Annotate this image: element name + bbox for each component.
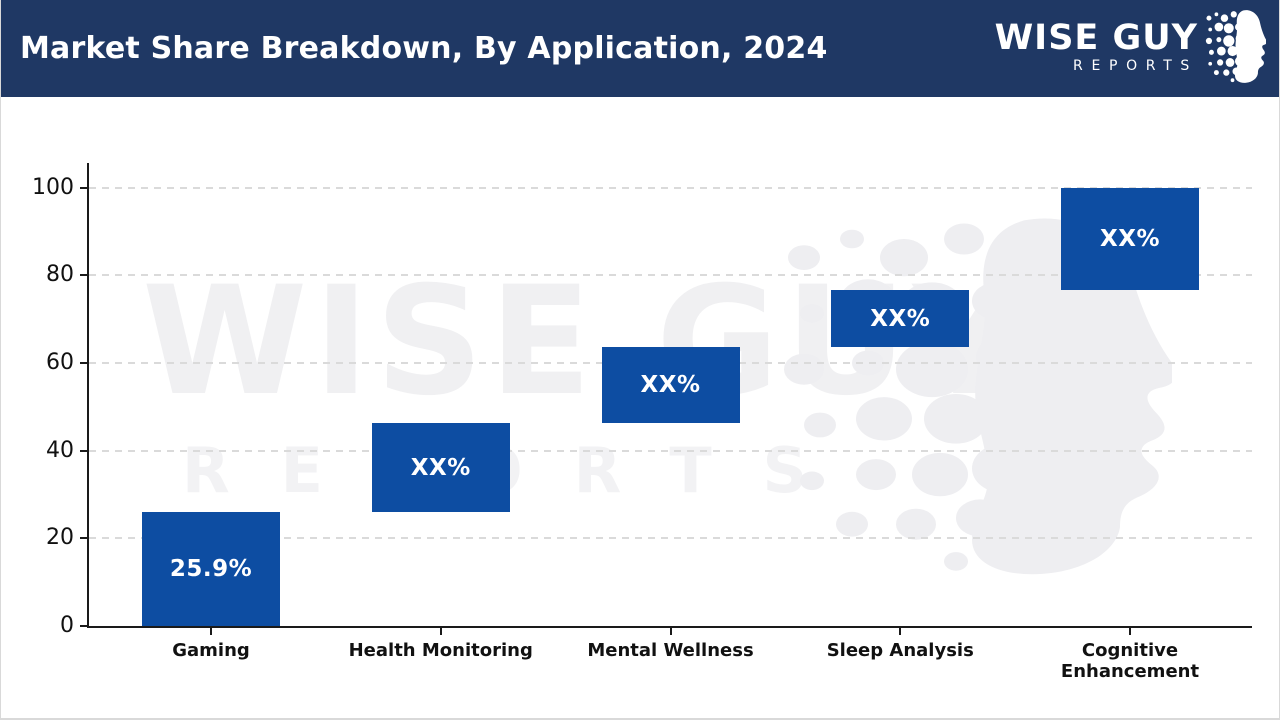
gridline-80 (89, 274, 1252, 277)
watermark-subtext: REPORTS (182, 434, 859, 507)
logo-face-icon (1204, 8, 1266, 84)
bar-value-label: XX% (640, 372, 701, 399)
gridline-100 (89, 186, 1252, 189)
header-bar: Market Share Breakdown, By Application, … (0, 0, 1280, 97)
y-tick-label: 100 (32, 174, 74, 200)
bar-sleep-analysis: XX% (831, 290, 970, 348)
x-category-label-sleep-analysis: Sleep Analysis (826, 640, 974, 661)
y-axis (87, 163, 89, 628)
bar-value-label: XX% (1099, 225, 1160, 252)
x-tick-mark (210, 626, 212, 635)
bar-value-label: XX% (870, 305, 931, 332)
y-tick-label: 40 (46, 437, 74, 463)
logo-wordmark-line2: REPORTS (1073, 57, 1198, 74)
y-tick-mark (80, 186, 89, 189)
x-tick-mark (899, 626, 902, 635)
gridline-40 (89, 449, 1252, 452)
logo-wordmark: WISE GUY REPORTS (995, 19, 1198, 74)
bar-cognitive-enhancement: XX% (1061, 187, 1199, 291)
y-tick-label: 20 (46, 525, 74, 551)
logo-wordmark-line1: WISE GUY (994, 17, 1198, 58)
bar-value-label: 25.9% (169, 556, 253, 583)
bar-value-label: XX% (410, 454, 471, 481)
chart-title: Market Share Breakdown, By Application, … (20, 31, 828, 66)
y-tick-mark (80, 274, 89, 277)
y-tick-mark (80, 625, 89, 627)
x-tick-mark (439, 626, 442, 635)
bar-health-monitoring: XX% (371, 422, 510, 513)
x-category-label-gaming: Gaming (172, 640, 250, 661)
x-category-label-health-monitoring: Health Monitoring (348, 640, 533, 661)
x-category-label-mental-wellness: Mental Wellness (587, 640, 754, 661)
y-tick-mark (80, 361, 89, 364)
x-category-label-cognitive-enhancement: Cognitive Enhancement (1060, 640, 1200, 682)
bar-gaming: 25.9% (142, 512, 280, 626)
y-tick-mark (80, 537, 89, 540)
y-tick-label: 60 (46, 349, 74, 375)
brand-logo: WISE GUY REPORTS (995, 8, 1266, 84)
y-tick-label: 80 (46, 262, 74, 288)
y-tick-label: 0 (60, 613, 74, 638)
bar-mental-wellness: XX% (601, 347, 740, 423)
x-axis (87, 626, 1252, 628)
x-tick-mark (1129, 626, 1131, 635)
x-tick-mark (669, 626, 672, 635)
watermark-face-icon (772, 208, 1176, 584)
y-tick-mark (80, 449, 89, 452)
gridline-20 (89, 537, 1252, 540)
